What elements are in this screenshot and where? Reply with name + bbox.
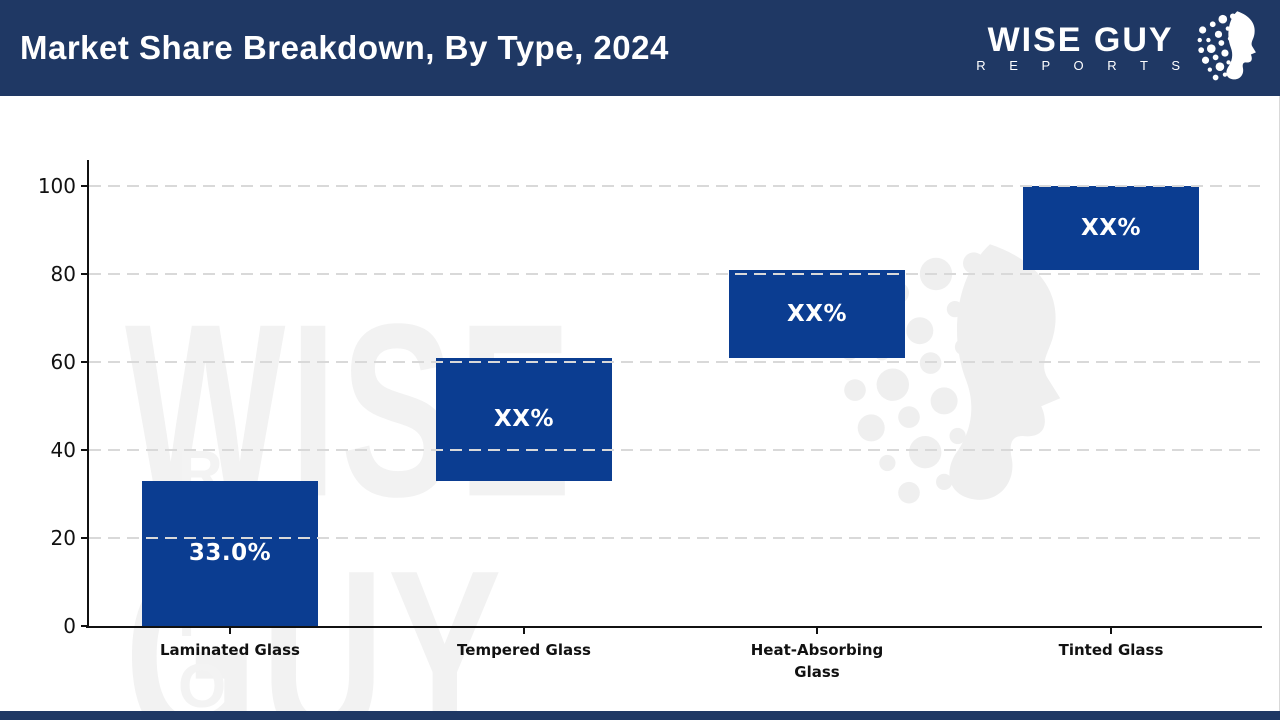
gridline	[89, 449, 1262, 451]
bar: XX%	[1023, 186, 1199, 270]
y-tick-mark	[81, 449, 88, 451]
bar-value-label: XX%	[493, 406, 554, 433]
bar: 33.0%	[142, 480, 318, 626]
axis-y	[87, 160, 89, 628]
y-tick-label: 20	[50, 526, 76, 550]
gridline	[89, 185, 1262, 187]
y-tick-label: 60	[50, 350, 76, 374]
bar-value-label: 33.0%	[188, 540, 272, 567]
x-tick-mark	[229, 627, 231, 634]
y-tick-mark	[81, 361, 88, 363]
y-tick-label: 80	[50, 262, 76, 286]
y-tick-mark	[81, 537, 88, 539]
bar-value-label: XX%	[786, 300, 847, 327]
bar: XX%	[436, 357, 612, 481]
bar-value-label: XX%	[1080, 214, 1141, 241]
y-tick-mark	[81, 185, 88, 187]
page-title: Market Share Breakdown, By Type, 2024	[20, 29, 669, 66]
y-tick-label: 40	[50, 438, 76, 462]
x-tick-mark	[523, 627, 525, 634]
x-category-label: Tinted Glass	[1058, 641, 1164, 659]
x-tick-mark	[816, 627, 818, 634]
logo-text: WISE GUY R E P O R T S	[971, 20, 1190, 74]
header: Market Share Breakdown, By Type, 2024 WI…	[0, 0, 1280, 96]
y-tick-mark	[81, 273, 88, 275]
footer-bar	[0, 711, 1280, 720]
gridline	[89, 537, 1262, 539]
y-tick-label: 0	[63, 614, 76, 638]
x-category-label: Tempered Glass	[457, 641, 591, 659]
gridline	[89, 361, 1262, 363]
logo-head-icon	[1194, 8, 1266, 88]
bar: XX%	[729, 269, 905, 358]
y-tick-mark	[81, 625, 88, 627]
x-category-label: Laminated Glass	[160, 641, 300, 659]
x-tick-mark	[1110, 627, 1112, 634]
logo-wordmark: WISE GUY	[987, 20, 1174, 59]
y-tick-label: 100	[37, 174, 76, 198]
gridline	[89, 273, 1262, 275]
x-category-label: Heat-Absorbing Glass	[750, 641, 884, 681]
logo: WISE GUY R E P O R T S	[971, 8, 1266, 88]
axis-x	[86, 626, 1262, 628]
logo-subtext: R E P O R T S	[976, 58, 1190, 74]
